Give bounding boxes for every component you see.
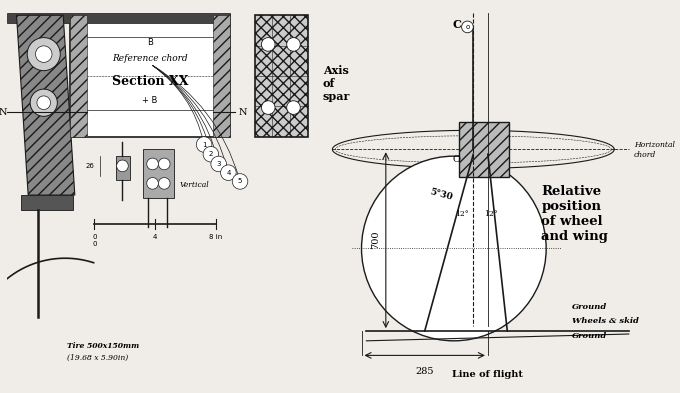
Polygon shape bbox=[7, 13, 231, 23]
Text: + B: + B bbox=[142, 96, 158, 105]
Text: 5°30: 5°30 bbox=[429, 188, 454, 202]
Text: Tire 500x150mm: Tire 500x150mm bbox=[67, 342, 139, 350]
Text: Ground: Ground bbox=[573, 303, 608, 311]
Circle shape bbox=[147, 158, 158, 170]
Text: o: o bbox=[465, 24, 470, 30]
Text: 0: 0 bbox=[92, 234, 97, 240]
Circle shape bbox=[233, 174, 248, 189]
Text: Reference chord: Reference chord bbox=[112, 55, 188, 64]
Text: Vertical: Vertical bbox=[180, 181, 209, 189]
Bar bbox=[254, 15, 308, 137]
Circle shape bbox=[27, 38, 61, 71]
Bar bbox=[70, 15, 231, 137]
Text: 12°: 12° bbox=[455, 211, 469, 219]
Text: 2: 2 bbox=[209, 151, 213, 157]
Circle shape bbox=[158, 158, 170, 170]
Text: Ground: Ground bbox=[573, 332, 608, 340]
Polygon shape bbox=[16, 15, 75, 195]
Text: Horizontal: Horizontal bbox=[634, 141, 675, 149]
Circle shape bbox=[158, 178, 170, 189]
Circle shape bbox=[462, 21, 473, 33]
Text: 4: 4 bbox=[226, 170, 231, 176]
Text: 5: 5 bbox=[238, 178, 242, 184]
Circle shape bbox=[211, 156, 226, 172]
Text: chord: chord bbox=[634, 151, 656, 159]
Bar bbox=[459, 122, 509, 176]
Circle shape bbox=[37, 96, 50, 110]
Bar bbox=[213, 15, 231, 137]
Text: 3: 3 bbox=[216, 161, 221, 167]
Circle shape bbox=[287, 38, 301, 51]
Text: Line of flight: Line of flight bbox=[452, 370, 524, 379]
Circle shape bbox=[287, 101, 301, 114]
Text: (19.68 x 5.90in): (19.68 x 5.90in) bbox=[67, 353, 129, 361]
Circle shape bbox=[220, 165, 236, 180]
Text: 4: 4 bbox=[152, 234, 156, 240]
Text: Axis
of
spar: Axis of spar bbox=[322, 65, 350, 101]
Text: Relative
position
of wheel
and wing: Relative position of wheel and wing bbox=[541, 185, 608, 244]
Circle shape bbox=[261, 101, 275, 114]
Circle shape bbox=[147, 178, 158, 189]
Text: 26: 26 bbox=[86, 163, 95, 169]
Text: N: N bbox=[238, 108, 247, 117]
Circle shape bbox=[116, 160, 129, 172]
Circle shape bbox=[197, 137, 212, 152]
Bar bbox=[116, 156, 131, 180]
Text: N: N bbox=[0, 108, 7, 117]
Text: O: O bbox=[453, 154, 460, 163]
Circle shape bbox=[261, 38, 275, 51]
Text: B: B bbox=[147, 38, 153, 47]
Text: 1: 1 bbox=[202, 141, 206, 147]
Circle shape bbox=[35, 46, 52, 62]
Circle shape bbox=[362, 156, 546, 341]
Circle shape bbox=[203, 147, 219, 162]
Text: 700: 700 bbox=[371, 231, 380, 250]
Text: Section XX: Section XX bbox=[112, 75, 188, 88]
Bar bbox=[70, 15, 88, 137]
Text: Wheels & skid: Wheels & skid bbox=[573, 318, 639, 325]
Polygon shape bbox=[21, 195, 73, 209]
Text: 285: 285 bbox=[415, 367, 434, 376]
Bar bbox=[143, 149, 174, 198]
Text: C: C bbox=[452, 20, 461, 31]
Text: 12°: 12° bbox=[484, 211, 498, 219]
Text: 8 in: 8 in bbox=[209, 234, 222, 240]
Text: 0: 0 bbox=[92, 241, 97, 247]
Circle shape bbox=[30, 89, 57, 116]
